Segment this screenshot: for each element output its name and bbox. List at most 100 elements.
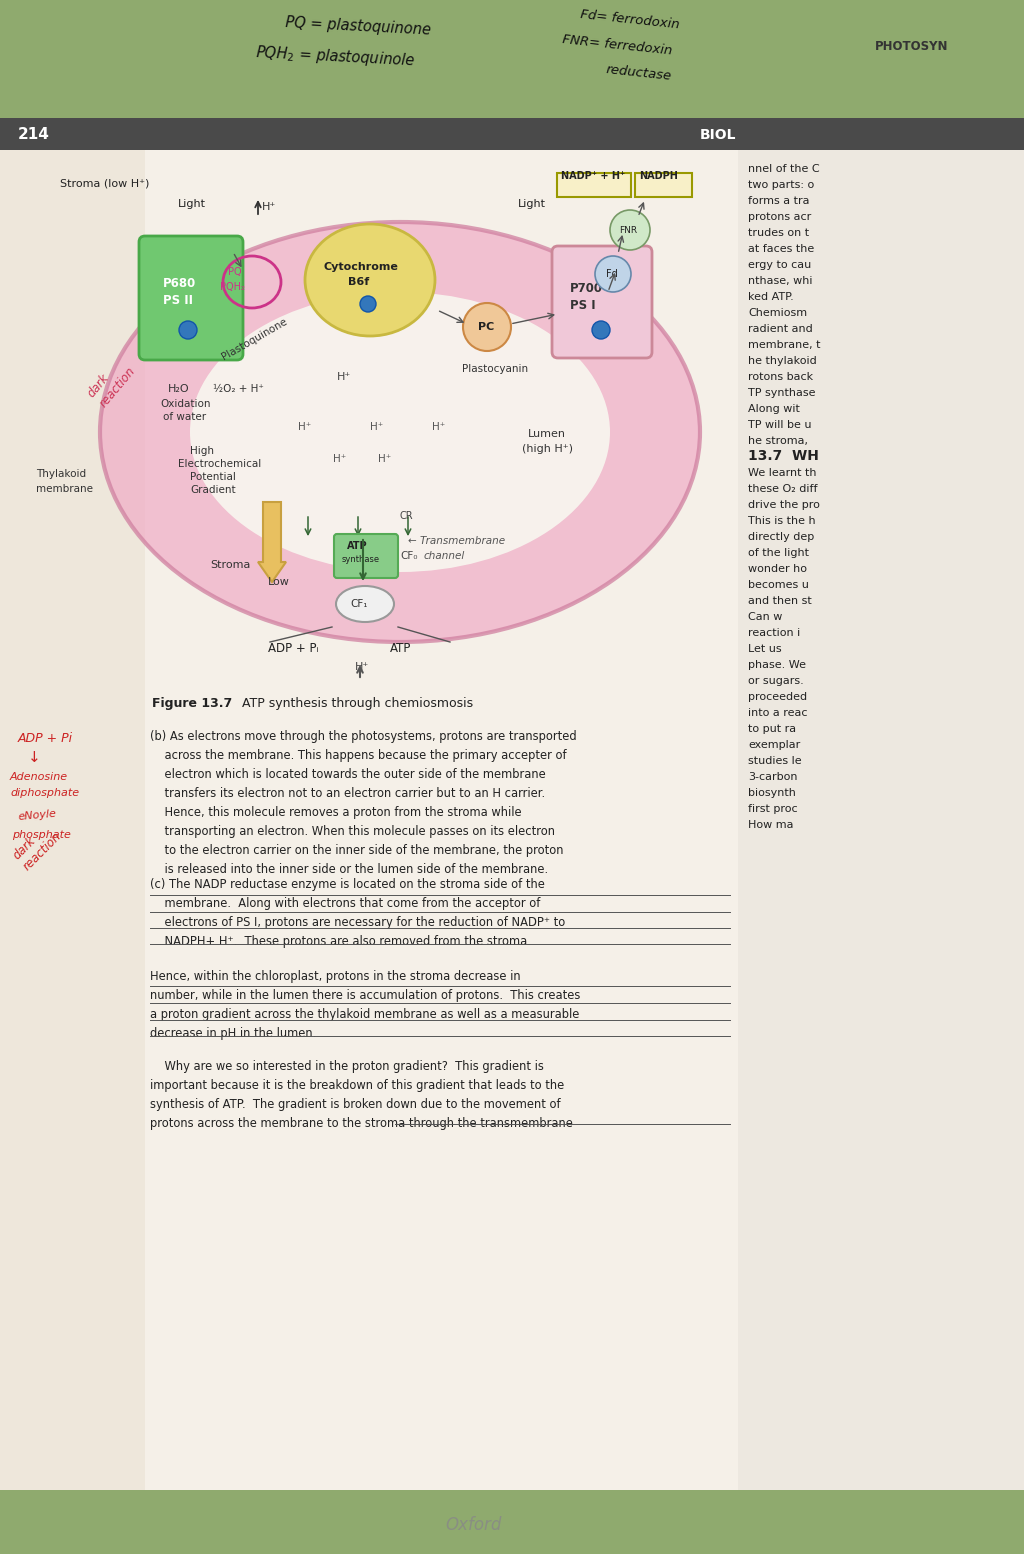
Text: biosynth: biosynth: [748, 788, 796, 799]
Text: directly dep: directly dep: [748, 531, 814, 542]
Text: Plastoquinone: Plastoquinone: [220, 317, 289, 362]
Text: FNR: FNR: [618, 225, 637, 235]
Text: Along wit: Along wit: [748, 404, 800, 413]
Text: ↓: ↓: [28, 751, 41, 765]
Text: PQ: PQ: [228, 267, 242, 277]
Text: diphosphate: diphosphate: [10, 788, 79, 799]
Ellipse shape: [100, 222, 700, 642]
Text: wonder ho: wonder ho: [748, 564, 807, 573]
Text: of water: of water: [163, 412, 206, 423]
Bar: [0, 0, 1024, 118]
Text: ked ATP.: ked ATP.: [748, 292, 794, 301]
Text: Light: Light: [518, 199, 546, 208]
Text: channel: channel: [424, 552, 465, 561]
Text: forms a tra: forms a tra: [748, 196, 810, 207]
Text: Plastocyanin: Plastocyanin: [462, 364, 528, 375]
Text: High: High: [190, 446, 214, 455]
Text: membrane: membrane: [36, 483, 93, 494]
Text: How ma: How ma: [748, 821, 794, 830]
Text: radient and: radient and: [748, 323, 813, 334]
Text: Let us: Let us: [748, 643, 781, 654]
Text: nthase, whi: nthase, whi: [748, 277, 812, 286]
Text: nnel of the C: nnel of the C: [748, 165, 819, 174]
Text: NADP⁺ + H⁺: NADP⁺ + H⁺: [561, 171, 626, 180]
Text: phase. We: phase. We: [748, 660, 806, 670]
Text: ATP synthesis through chemiosmosis: ATP synthesis through chemiosmosis: [238, 698, 473, 710]
Text: Potential: Potential: [190, 472, 236, 482]
Text: Lumen: Lumen: [528, 429, 566, 438]
Text: these O₂ diff: these O₂ diff: [748, 483, 817, 494]
Text: dark
reaction: dark reaction: [85, 354, 137, 410]
Circle shape: [179, 322, 197, 339]
Text: TP will be u: TP will be u: [748, 420, 811, 430]
Text: NADPH: NADPH: [639, 171, 678, 180]
Text: of the light: of the light: [748, 549, 809, 558]
Text: Stroma (low H⁺): Stroma (low H⁺): [60, 179, 150, 190]
FancyBboxPatch shape: [557, 172, 631, 197]
Text: rotons back: rotons back: [748, 371, 813, 382]
Text: proceeded: proceeded: [748, 692, 807, 702]
Text: phosphate: phosphate: [12, 830, 71, 841]
Text: Light: Light: [178, 199, 206, 208]
Text: Fd: Fd: [606, 269, 617, 280]
Text: PQH$_2$ = plastoquinole: PQH$_2$ = plastoquinole: [255, 42, 416, 70]
Text: CF₁: CF₁: [350, 598, 368, 609]
Text: CR: CR: [400, 511, 414, 521]
Ellipse shape: [305, 224, 435, 336]
Text: Can w: Can w: [748, 612, 782, 622]
Text: he thylakoid: he thylakoid: [748, 356, 817, 367]
Text: first proc: first proc: [748, 803, 798, 814]
Text: H⁺: H⁺: [370, 423, 383, 432]
Circle shape: [360, 295, 376, 312]
Text: This is the h: This is the h: [748, 516, 816, 525]
Bar: [0, 151, 145, 1490]
Text: synthase: synthase: [342, 555, 380, 564]
Text: he stroma,: he stroma,: [748, 437, 808, 446]
Text: trudes on t: trudes on t: [748, 228, 809, 238]
Text: Stroma: Stroma: [210, 559, 251, 570]
Text: (b) As electrons move through the photosystems, protons are transported
    acro: (b) As electrons move through the photos…: [150, 730, 577, 876]
Text: Chemiosm: Chemiosm: [748, 308, 807, 319]
Text: becomes u: becomes u: [748, 580, 809, 591]
Ellipse shape: [190, 292, 610, 572]
Text: Electrochemical: Electrochemical: [178, 458, 261, 469]
Text: PC: PC: [478, 322, 495, 333]
Text: H₂O: H₂O: [168, 384, 189, 395]
Text: BIOL: BIOL: [700, 127, 736, 141]
Text: H⁺: H⁺: [262, 202, 276, 211]
Text: 13.7  WH: 13.7 WH: [748, 449, 819, 463]
Text: ← Transmembrane: ← Transmembrane: [408, 536, 505, 545]
Text: H⁺: H⁺: [337, 371, 351, 382]
Text: FNR= ferredoxin: FNR= ferredoxin: [562, 34, 673, 57]
Text: B6f: B6f: [348, 277, 370, 287]
FancyBboxPatch shape: [552, 246, 652, 357]
FancyBboxPatch shape: [635, 172, 692, 197]
Bar: [0, 118, 1024, 151]
Text: H⁺: H⁺: [432, 423, 445, 432]
Text: CF₀: CF₀: [400, 552, 418, 561]
Text: H⁺: H⁺: [378, 454, 391, 465]
Text: 3-carbon: 3-carbon: [748, 772, 798, 782]
Text: Thylakoid: Thylakoid: [36, 469, 86, 479]
Text: ATP: ATP: [390, 642, 412, 654]
FancyArrow shape: [258, 502, 286, 583]
Text: Figure 13.7: Figure 13.7: [152, 698, 232, 710]
Text: studies le: studies le: [748, 755, 802, 766]
Text: ADP + Pi: ADP + Pi: [18, 732, 73, 744]
Text: two parts: o: two parts: o: [748, 180, 814, 190]
Text: drive the pro: drive the pro: [748, 500, 820, 510]
Text: H⁺: H⁺: [298, 423, 311, 432]
Text: Fd= ferrodoxin: Fd= ferrodoxin: [580, 8, 680, 31]
Text: ergy to cau: ergy to cau: [748, 260, 811, 270]
Text: reaction i: reaction i: [748, 628, 800, 639]
Text: P680: P680: [163, 277, 197, 291]
Text: PS I: PS I: [570, 298, 596, 312]
Text: ATP: ATP: [347, 541, 368, 552]
Text: Gradient: Gradient: [190, 485, 236, 496]
Text: TP synthase: TP synthase: [748, 388, 815, 398]
Text: (c) The NADP reductase enzyme is located on the stroma side of the
    membrane.: (c) The NADP reductase enzyme is located…: [150, 878, 565, 948]
Text: or sugars.: or sugars.: [748, 676, 804, 685]
Circle shape: [463, 303, 511, 351]
Text: Cytochrome: Cytochrome: [323, 263, 398, 272]
Circle shape: [610, 210, 650, 250]
